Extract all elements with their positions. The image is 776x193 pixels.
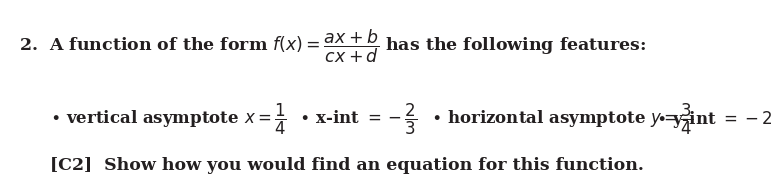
Text: $\bullet$ y-int $= -2$: $\bullet$ y-int $= -2$ — [656, 109, 772, 130]
Text: $\bullet$ vertical asymptote $x = \dfrac{1}{4}$: $\bullet$ vertical asymptote $x = \dfrac… — [50, 102, 287, 137]
Text: $\bullet$ x-int $= -\dfrac{2}{3}$: $\bullet$ x-int $= -\dfrac{2}{3}$ — [299, 102, 417, 137]
Text: 2.  A function of the form $f(x) = \dfrac{ax+b}{cx+d}$ has the following feature: 2. A function of the form $f(x) = \dfrac… — [19, 28, 646, 65]
Text: [C2]  Show how you would find an equation for this function.: [C2] Show how you would find an equation… — [50, 157, 644, 174]
Text: $\bullet$ horizontal asymptote $y = \dfrac{3}{4}$: $\bullet$ horizontal asymptote $y = \dfr… — [431, 102, 693, 137]
